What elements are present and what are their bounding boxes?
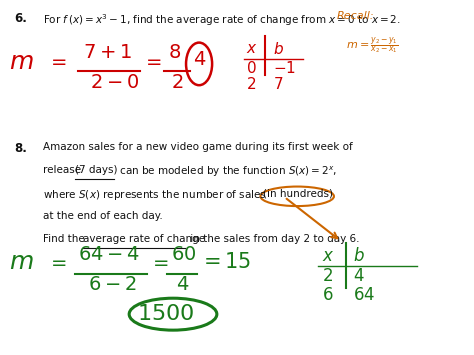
Text: can be modeled by the function $S(x) = 2^x$,: can be modeled by the function $S(x) = 2… (116, 165, 337, 180)
Text: $2$: $2$ (246, 76, 256, 92)
Text: $x$: $x$ (246, 41, 258, 56)
Text: $2$: $2$ (171, 73, 183, 92)
Text: (in hundreds): (in hundreds) (263, 188, 333, 198)
Text: $b$: $b$ (273, 41, 283, 57)
Text: $64-4$: $64-4$ (78, 245, 140, 264)
Text: $4$: $4$ (353, 267, 365, 285)
Text: $=$: $=$ (47, 252, 68, 271)
Text: $0$: $0$ (246, 60, 257, 76)
Text: $1500$: $1500$ (137, 304, 195, 323)
Text: $=$: $=$ (47, 51, 68, 71)
Text: $= 15$: $= 15$ (199, 252, 251, 272)
Text: release: release (43, 165, 84, 175)
Text: $x$: $x$ (322, 247, 335, 265)
Text: $=$: $=$ (149, 252, 170, 271)
Text: in the sales from day 2 to day 6.: in the sales from day 2 to day 6. (187, 234, 360, 244)
Text: $7$: $7$ (273, 76, 283, 92)
Text: $m=\frac{y_2-y_1}{x_2-x_1}$: $m=\frac{y_2-y_1}{x_2-x_1}$ (346, 36, 399, 56)
Text: 8.: 8. (14, 142, 27, 155)
Text: $8$: $8$ (168, 43, 182, 62)
Text: Find the: Find the (43, 234, 88, 244)
Text: $64$: $64$ (353, 286, 375, 304)
Text: $=$: $=$ (142, 51, 163, 71)
Text: $4$: $4$ (176, 275, 190, 295)
Text: $2$: $2$ (322, 267, 333, 285)
Text: $6$: $6$ (322, 286, 334, 304)
Text: $m$: $m$ (9, 50, 34, 74)
Text: $m$: $m$ (9, 250, 34, 274)
Text: average rate of change: average rate of change (83, 234, 205, 244)
Text: 6.: 6. (14, 12, 27, 26)
Text: $-1$: $-1$ (273, 60, 296, 76)
Text: $2-0$: $2-0$ (90, 73, 139, 92)
Text: $4$: $4$ (193, 50, 207, 70)
Text: at the end of each day.: at the end of each day. (43, 211, 163, 221)
Text: Recall:: Recall: (337, 11, 374, 21)
Text: $60$: $60$ (171, 245, 196, 264)
Text: where $S(x)$ represents the number of sales: where $S(x)$ represents the number of sa… (43, 188, 266, 202)
Text: $6-2$: $6-2$ (88, 275, 137, 295)
Text: For $f\,(x) = x^3 - 1$, find the average rate of change from $x = 0$ to $x = 2$.: For $f\,(x) = x^3 - 1$, find the average… (43, 12, 401, 28)
Text: Amazon sales for a new video game during its first week of: Amazon sales for a new video game during… (43, 142, 352, 152)
Text: (7 days): (7 days) (75, 165, 118, 175)
Text: $b$: $b$ (353, 247, 365, 265)
Text: $7+1$: $7+1$ (83, 43, 132, 62)
